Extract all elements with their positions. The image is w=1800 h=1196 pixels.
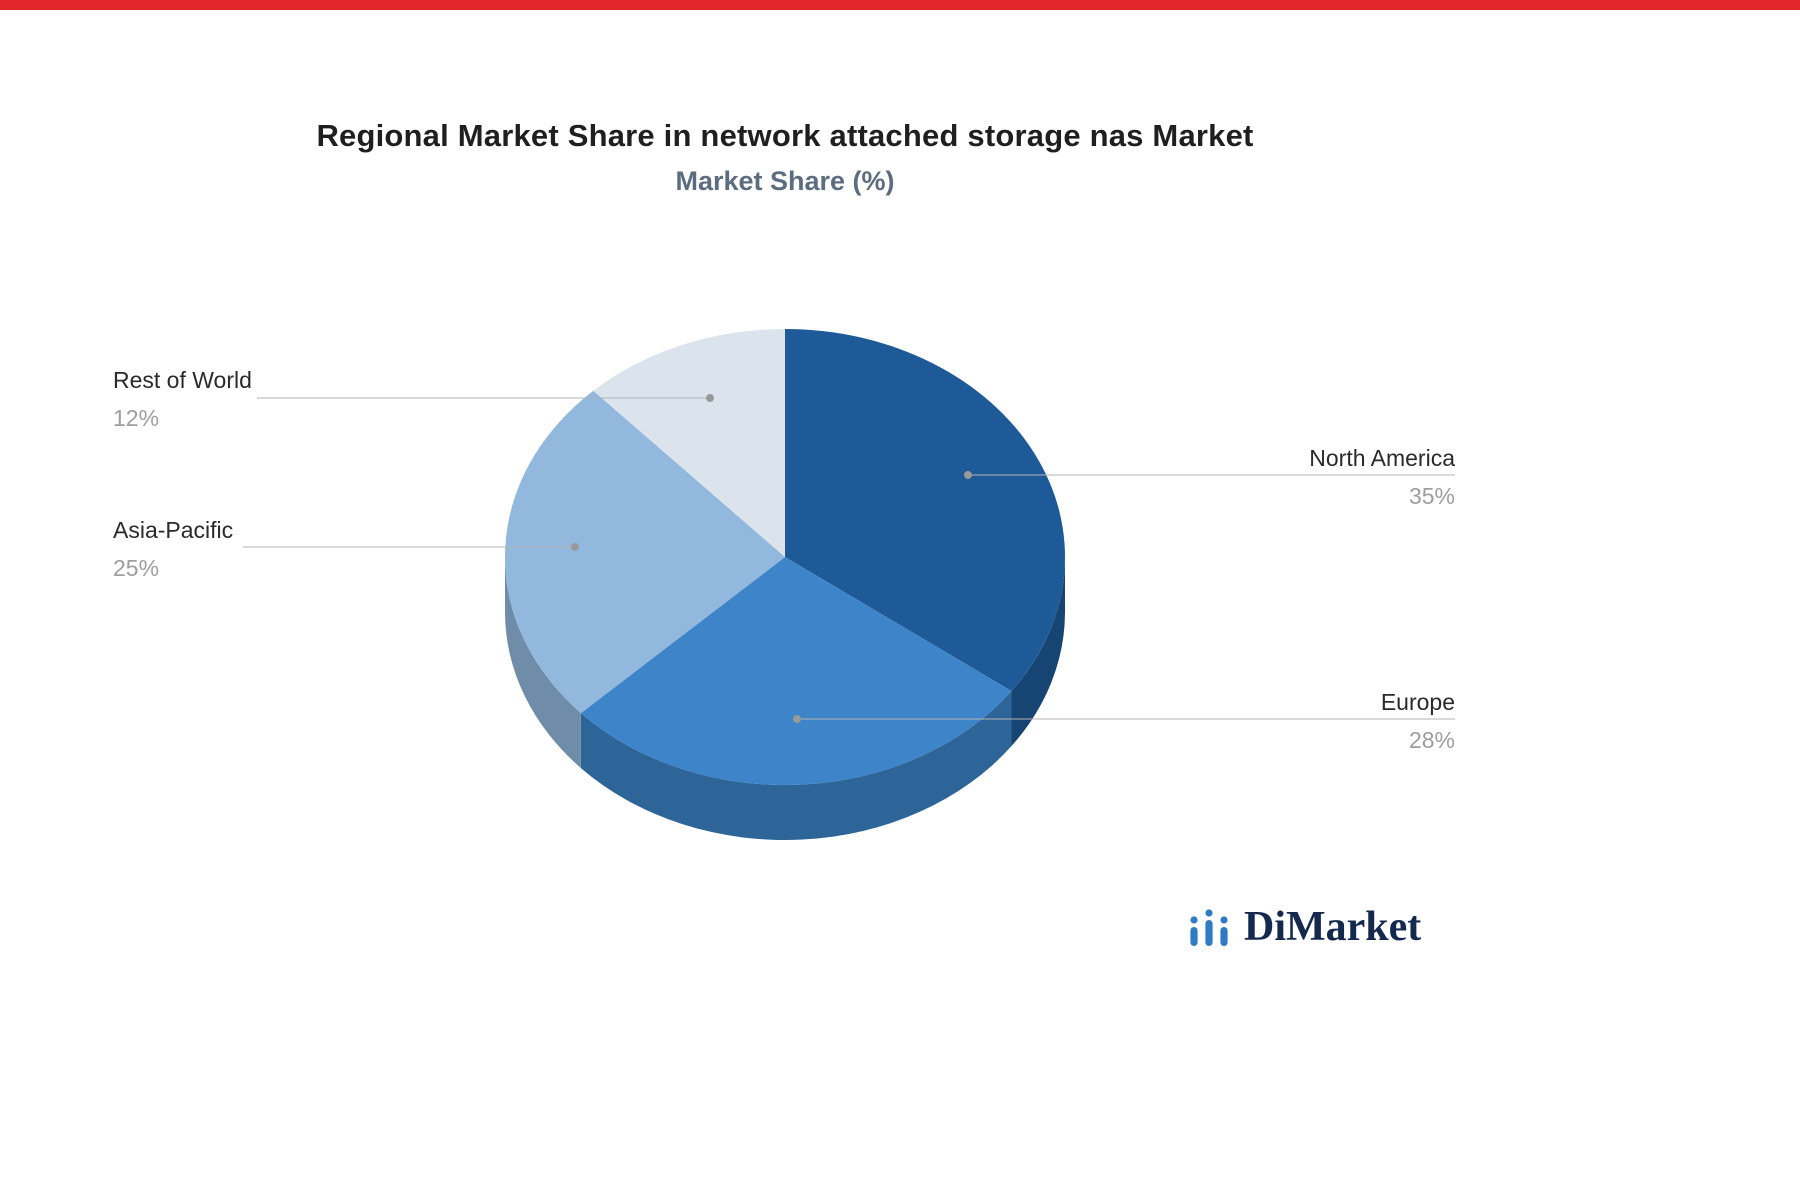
chart-subtitle: Market Share (%) (675, 166, 895, 196)
callout-europe: Europe 28% (1381, 689, 1455, 753)
callout-rest-of-world: Rest of World 12% (113, 367, 252, 431)
slice-label-north-america: North America (1309, 445, 1455, 471)
slice-label-asia-pacific: Asia-Pacific (113, 517, 234, 543)
slice-value-rest-of-world: 12% (113, 405, 160, 431)
chart-title: Regional Market Share in network attache… (316, 118, 1254, 153)
logo-text: DiMarket (1244, 904, 1422, 950)
slice-label-europe: Europe (1380, 689, 1455, 715)
slice-value-asia-pacific: 25% (113, 555, 160, 581)
top-accent-bar (0, 0, 1800, 10)
slice-value-north-america: 35% (1408, 483, 1455, 509)
bar-chart-icon (1190, 909, 1228, 946)
callout-asia-pacific: Asia-Pacific 25% (113, 517, 233, 581)
callout-north-america: North America 35% (1309, 445, 1455, 509)
dimarket-logo: DiMarket (1186, 904, 1421, 950)
slice-label-rest-of-world: Rest of World (113, 367, 252, 393)
slice-value-europe: 28% (1408, 727, 1455, 753)
